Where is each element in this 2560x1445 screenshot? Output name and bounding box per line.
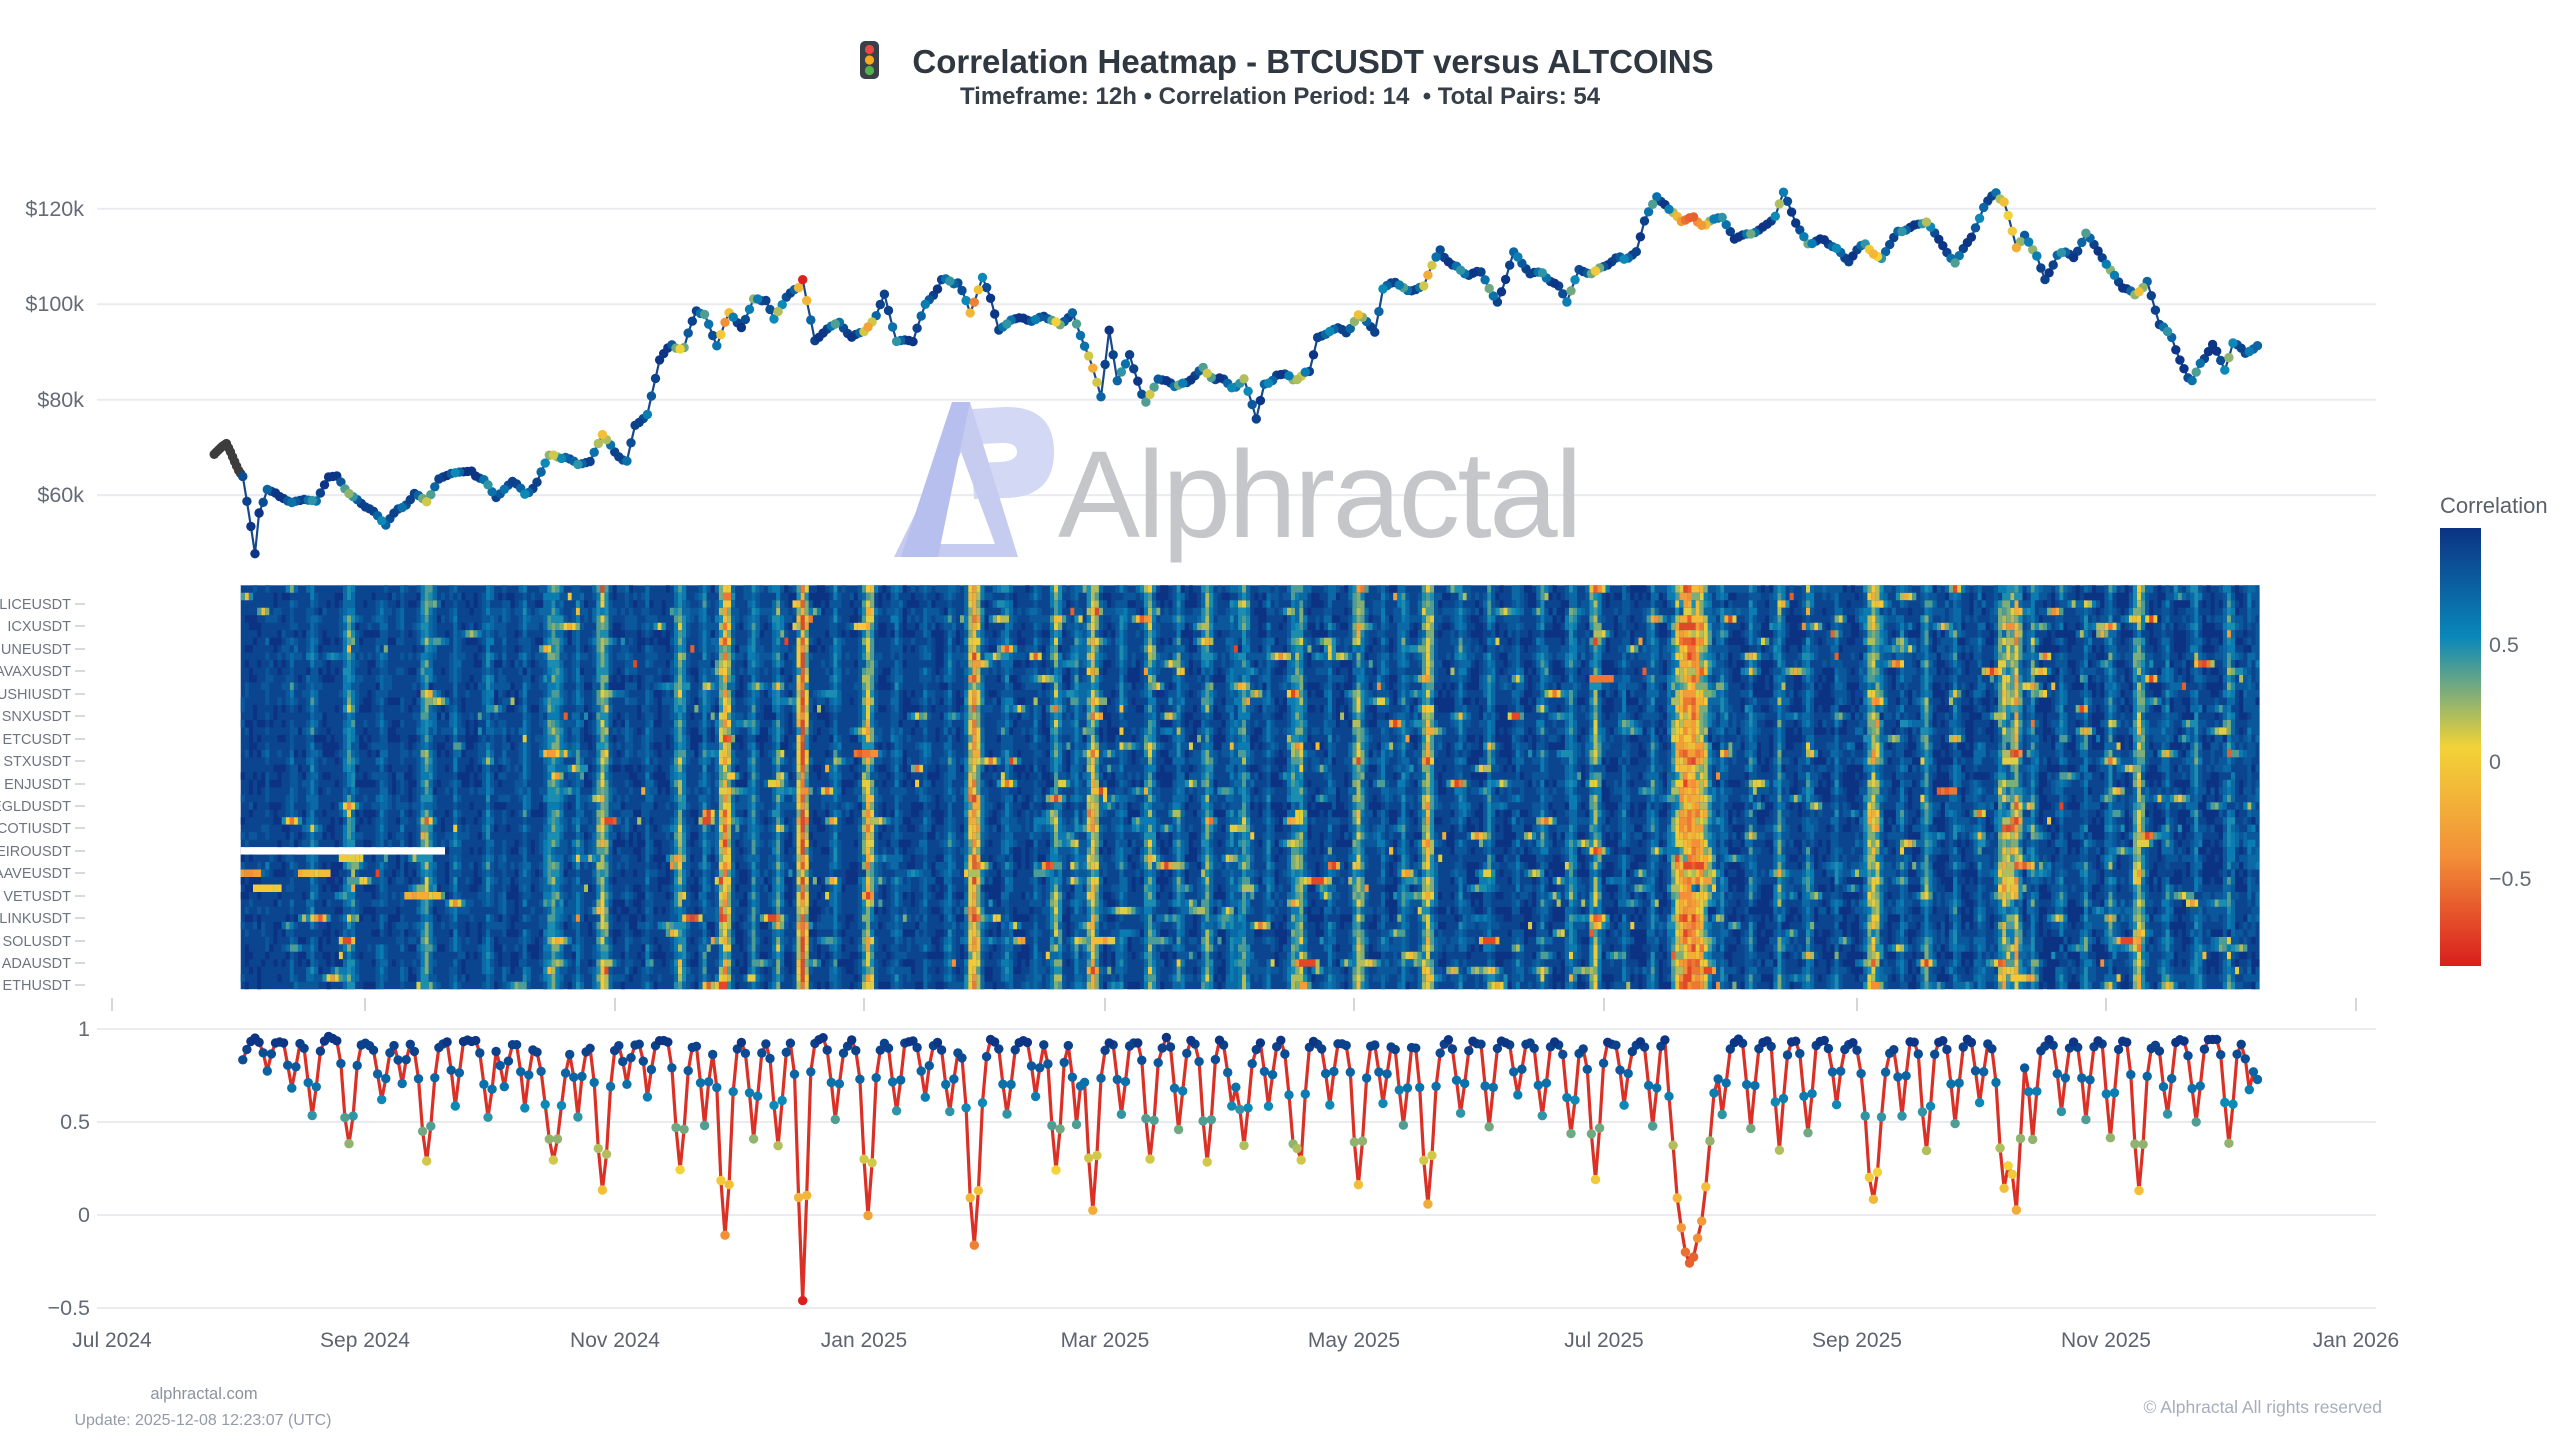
svg-text:RUNEUSDT: RUNEUSDT (0, 642, 71, 658)
svg-text:Timeframe: 12h • Correlation P: Timeframe: 12h • Correlation Period: 14 … (960, 83, 1601, 110)
svg-text:−0.5: −0.5 (2489, 867, 2531, 891)
svg-text:© Alphractal All rights reserv: © Alphractal All rights reserved (2143, 1397, 2382, 1417)
svg-text:EGLDUSDT: EGLDUSDT (0, 799, 71, 815)
svg-text:Jan 2025: Jan 2025 (821, 1329, 907, 1352)
svg-text:ICXUSDT: ICXUSDT (7, 619, 71, 635)
svg-text:SNXUSDT: SNXUSDT (2, 709, 71, 725)
svg-text:$60k: $60k (37, 483, 84, 507)
svg-text:Alphractal: Alphractal (1058, 427, 1580, 564)
svg-text:AAVEUSDT: AAVEUSDT (0, 866, 71, 882)
svg-text:Mar 2025: Mar 2025 (1061, 1329, 1150, 1352)
svg-text:Update: 2025-12-08 12:23:07 (U: Update: 2025-12-08 12:23:07 (UTC) (74, 1412, 331, 1429)
svg-text:−0.5: −0.5 (48, 1296, 90, 1320)
svg-text:$80k: $80k (37, 388, 84, 412)
svg-text:0: 0 (2489, 750, 2501, 774)
svg-text:ALICEUSDT: ALICEUSDT (0, 597, 71, 613)
svg-text:VETUSDT: VETUSDT (3, 889, 71, 905)
svg-text:SUSHIUSDT: SUSHIUSDT (0, 687, 71, 703)
svg-text:0.5: 0.5 (60, 1110, 90, 1134)
svg-text:SOLUSDT: SOLUSDT (3, 934, 72, 950)
svg-text:NEIROUSDT: NEIROUSDT (0, 844, 71, 860)
svg-text:0.5: 0.5 (2489, 633, 2519, 657)
svg-text:ETHUSDT: ETHUSDT (3, 978, 72, 994)
svg-text:1: 1 (78, 1017, 90, 1041)
svg-text:Jul 2024: Jul 2024 (72, 1329, 152, 1352)
svg-text:STXUSDT: STXUSDT (3, 754, 71, 770)
svg-text:Correlation: Correlation (2440, 493, 2548, 518)
svg-text:ETCUSDT: ETCUSDT (3, 732, 72, 748)
svg-text:AVAXUSDT: AVAXUSDT (0, 664, 71, 680)
svg-text:Jan 2026: Jan 2026 (2313, 1329, 2399, 1352)
svg-text:$120k: $120k (25, 197, 84, 221)
svg-text:Correlation Heatmap - BTCUSDT: Correlation Heatmap - BTCUSDT versus ALT… (912, 43, 1713, 80)
svg-text:ENJUSDT: ENJUSDT (4, 777, 71, 793)
svg-text:LINKUSDT: LINKUSDT (0, 911, 71, 927)
svg-text:ADAUSDT: ADAUSDT (2, 956, 71, 972)
svg-text:May 2025: May 2025 (1308, 1329, 1400, 1352)
svg-text:alphractal.com: alphractal.com (150, 1385, 257, 1403)
svg-text:Jul 2025: Jul 2025 (1564, 1329, 1643, 1352)
svg-text:Sep 2024: Sep 2024 (320, 1329, 410, 1352)
svg-text:$100k: $100k (25, 292, 84, 316)
svg-text:0: 0 (78, 1203, 90, 1227)
svg-text:Sep 2025: Sep 2025 (1812, 1329, 1902, 1352)
svg-text:COTIUSDT: COTIUSDT (0, 821, 71, 837)
svg-text:Nov 2024: Nov 2024 (570, 1329, 660, 1352)
svg-text:Nov 2025: Nov 2025 (2061, 1329, 2151, 1352)
